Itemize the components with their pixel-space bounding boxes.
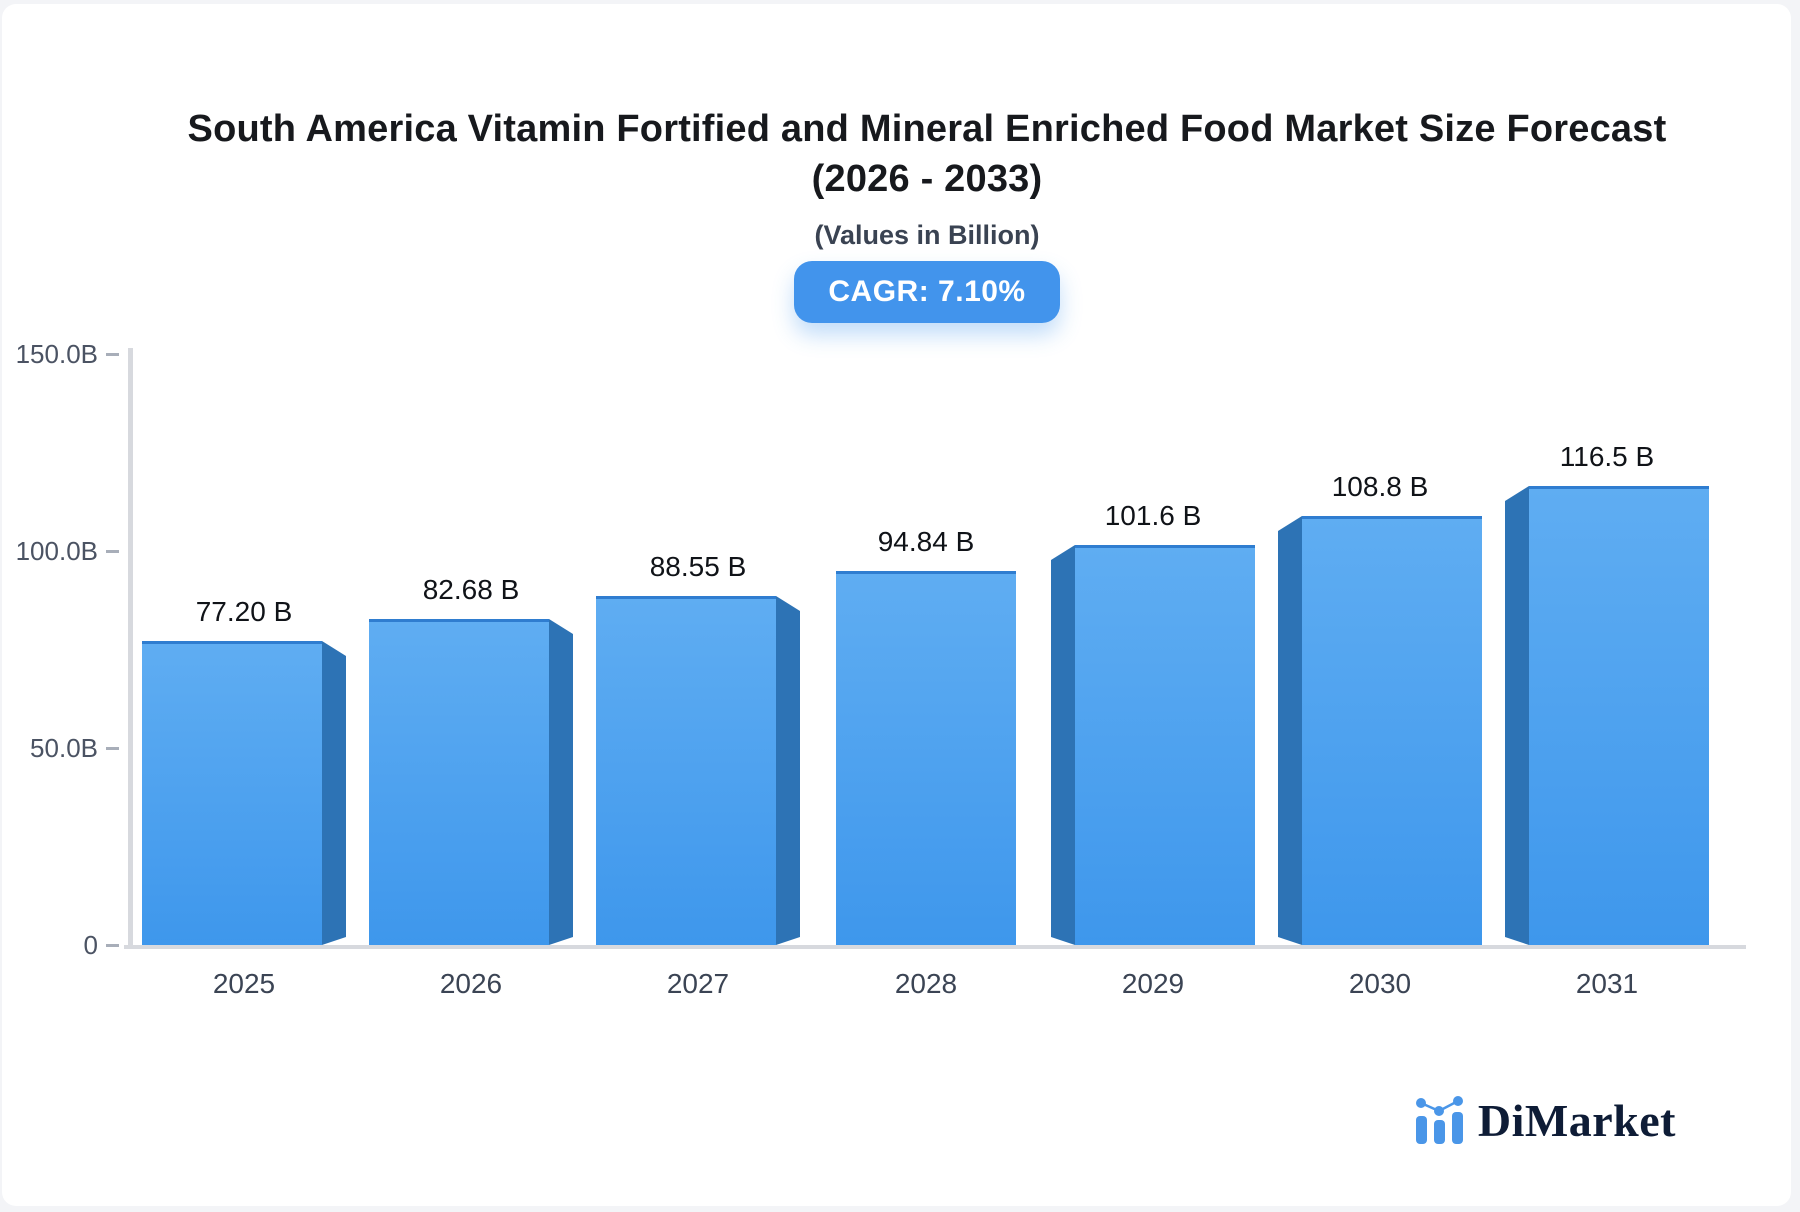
bar-value-label: 94.84 B	[877, 526, 975, 557]
bar-2028	[824, 571, 1028, 945]
chart-subtitle: (Values in Billion)	[814, 220, 1040, 250]
bar-face	[596, 596, 776, 945]
chart-card: South America Vitamin Fortified and Mine…	[2, 4, 1791, 1206]
x-axis-label-2025: 2025	[212, 968, 276, 999]
bar-3d-side	[322, 641, 346, 945]
bar-face	[1529, 486, 1709, 945]
x-axis-label-2026: 2026	[439, 968, 503, 999]
y-axis-tick-label: 150.0B	[15, 339, 98, 369]
y-axis-line	[128, 348, 133, 949]
y-axis-tick-label: 0	[83, 930, 98, 960]
logo-text: DiMarket	[1477, 1095, 1676, 1146]
bar-2031	[1505, 486, 1709, 945]
bar-face	[1075, 545, 1255, 945]
bar-2026	[369, 619, 573, 945]
chart-header: South America Vitamin Fortified and Mine…	[52, 104, 1791, 323]
bar-value-label: 77.20 B	[195, 596, 293, 627]
x-axis-label-2029: 2029	[1121, 968, 1185, 999]
y-axis-tick-label: 100.0B	[15, 536, 98, 566]
x-axis-label-2028: 2028	[894, 968, 958, 999]
y-axis-tick-mark	[106, 353, 119, 356]
bar-2029	[1051, 545, 1255, 945]
bar-3d-side	[776, 596, 800, 945]
bar-2030	[1278, 516, 1482, 945]
x-axis-line	[124, 945, 1746, 949]
x-axis-label-2031: 2031	[1575, 968, 1639, 999]
dimarket-logo: DiMarket	[1414, 1094, 1676, 1144]
chart-title-line1: South America Vitamin Fortified and Mine…	[187, 108, 1667, 150]
y-axis-tick-label: 50.0B	[30, 733, 98, 763]
bar-value-label: 108.8 B	[1331, 471, 1429, 502]
bar-2025	[142, 641, 346, 945]
bar-face	[369, 619, 549, 945]
chart-title: South America Vitamin Fortified and Mine…	[52, 104, 1791, 204]
bar-value-label: 82.68 B	[422, 574, 520, 605]
bar-3d-side	[1051, 545, 1075, 945]
x-axis-label-2027: 2027	[666, 968, 730, 999]
bar-face	[836, 571, 1016, 945]
bar-3d-side	[1278, 516, 1302, 945]
bar-value-label: 88.55 B	[649, 551, 747, 582]
y-axis-tick-mark	[106, 944, 119, 947]
bar-2027	[596, 596, 800, 945]
bar-value-label: 116.5 B	[1559, 441, 1655, 472]
logo-bar-line-chart-icon	[1415, 1096, 1463, 1144]
bar-chart-plot-area: 0 50.0B 100.0B 150.0B 77.20 B 2025 82.68 B 2026…	[2, 4, 1791, 1206]
bar-value-label: 101.6 B	[1104, 500, 1202, 531]
bar-3d-side	[549, 619, 573, 945]
bar-face	[1302, 516, 1482, 945]
cagr-badge: CAGR: 7.10%	[794, 261, 1060, 323]
y-axis-tick-mark	[106, 747, 119, 750]
bar-3d-side	[1505, 486, 1529, 945]
chart-title-line2: (2026 - 2033)	[811, 158, 1043, 200]
bar-face	[142, 641, 322, 945]
x-axis-label-2030: 2030	[1348, 968, 1412, 999]
y-axis-tick-mark	[106, 550, 119, 553]
